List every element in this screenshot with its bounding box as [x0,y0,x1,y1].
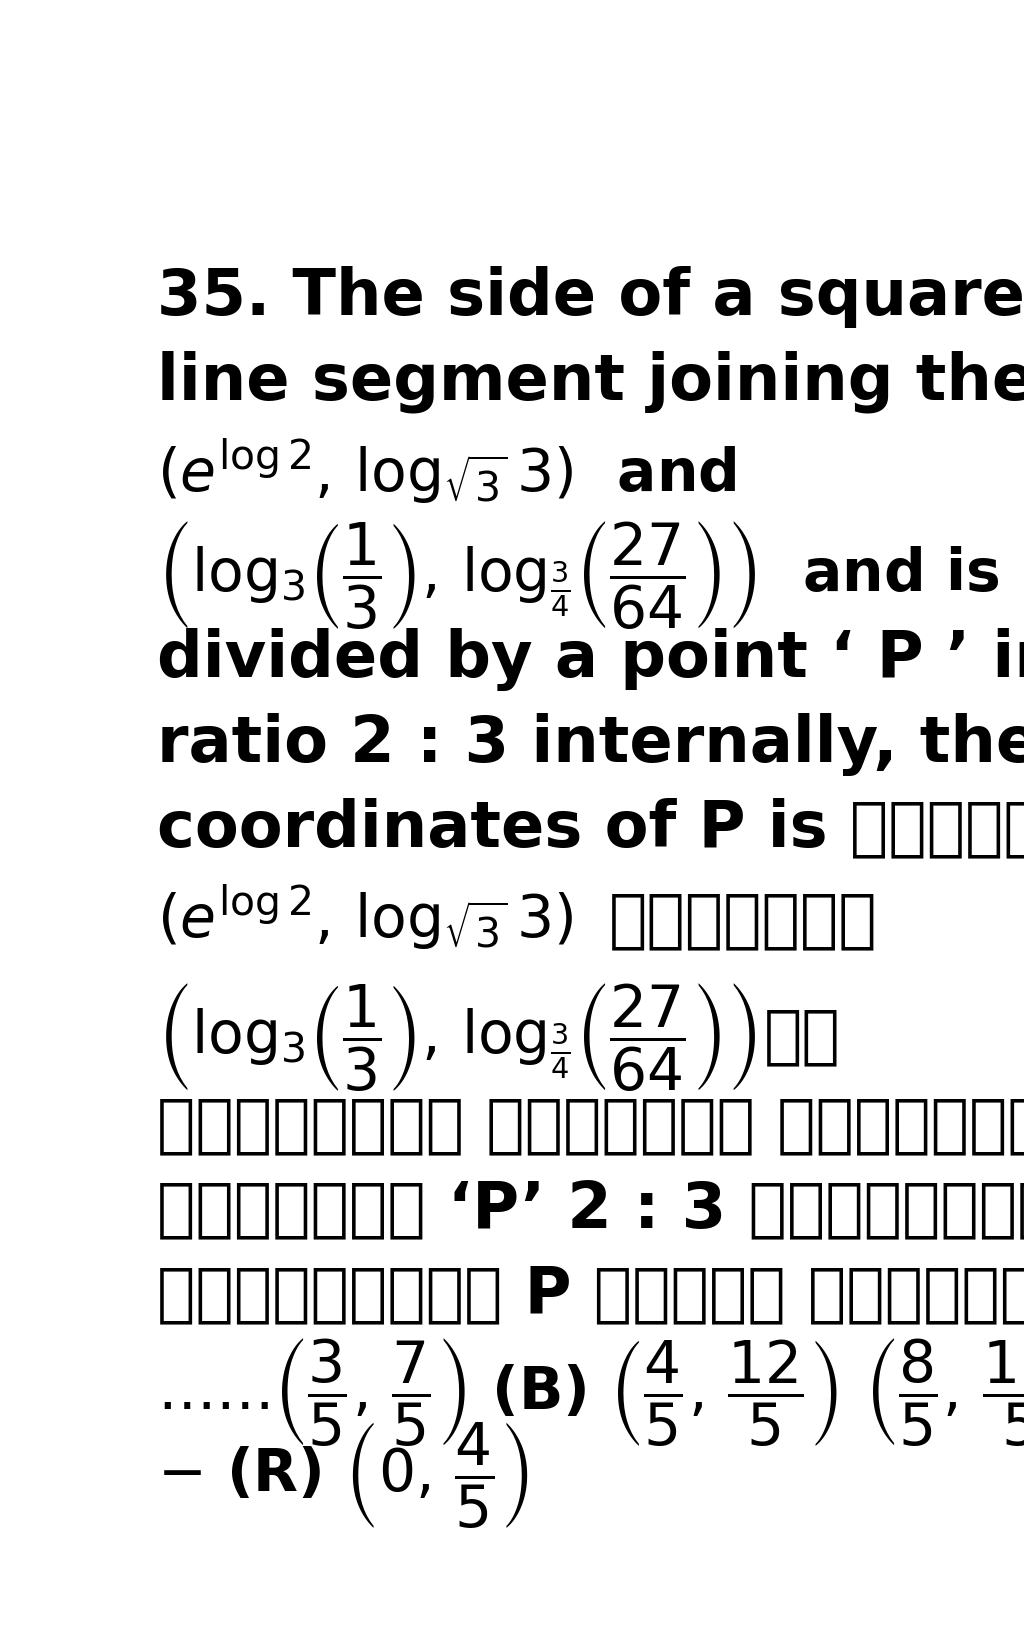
Text: బిందువు ‘P’ 2 : 3 నిష్పత్తిల౏ం: బిందువు ‘P’ 2 : 3 నిష్పత్తిల౏ం [158,1178,1024,1241]
Text: $\ldots\ldots \left(\dfrac{3}{5},\, \dfrac{7}{5}\right)$ (B) $\left(\dfrac{4}{5}: $\ldots\ldots \left(\dfrac{3}{5},\, \dfr… [158,1336,1024,1449]
Text: వురియుల: వురియుల [608,889,878,952]
Text: coordinates of P is బిందువులు: coordinates of P is బిందువులు [158,798,1024,860]
Text: ratio 2 : 3 internally, then the: ratio 2 : 3 internally, then the [158,712,1024,776]
Text: divided by a point ‘ P ’ in the: divided by a point ‘ P ’ in the [158,629,1024,691]
Text: $(e^{\log 2},\, \log_{\sqrt{3}} 3)$  and: $(e^{\log 2},\, \log_{\sqrt{3}} 3)$ and [158,435,737,505]
Text: $\left(\log_3\!\left(\dfrac{1}{3}\right),\, \log_{\frac{3}{4}}\!\left(\dfrac{27}: $\left(\log_3\!\left(\dfrac{1}{3}\right)… [158,983,757,1095]
Text: విభజించగా P యొక్క నిరూపకాలు: విభజించగా P యొక్క నిరూపకాలు [158,1264,1024,1326]
Text: line segment joining the points: line segment joining the points [158,351,1024,414]
Text: గల: గల [764,1006,841,1067]
Text: $-$ (R) $\left(0,\, \dfrac{4}{5}\right)$: $-$ (R) $\left(0,\, \dfrac{4}{5}\right)$ [158,1421,529,1531]
Text: $\left(\log_3\!\left(\dfrac{1}{3}\right),\, \log_{\frac{3}{4}}\!\left(\dfrac{27}: $\left(\log_3\!\left(\dfrac{1}{3}\right)… [158,520,1000,632]
Text: $(e^{\log 2},\, \log_{\sqrt{3}} 3)$: $(e^{\log 2},\, \log_{\sqrt{3}} 3)$ [158,883,573,952]
Text: రేఖాఖండం చతురస్త భుజమును: రేఖాఖండం చతురస్త భుజమును [158,1095,1024,1155]
Text: 35. The side of a square is a: 35. The side of a square is a [158,266,1024,328]
